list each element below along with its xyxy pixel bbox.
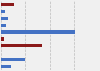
- Bar: [1, 17, 8, 20]
- Bar: [1, 3, 14, 6]
- Bar: [1, 58, 25, 61]
- Bar: [1, 10, 5, 13]
- Bar: [1, 30, 75, 34]
- Bar: [1, 44, 42, 47]
- Bar: [1, 37, 4, 41]
- Bar: [1, 24, 6, 27]
- Bar: [1, 65, 11, 68]
